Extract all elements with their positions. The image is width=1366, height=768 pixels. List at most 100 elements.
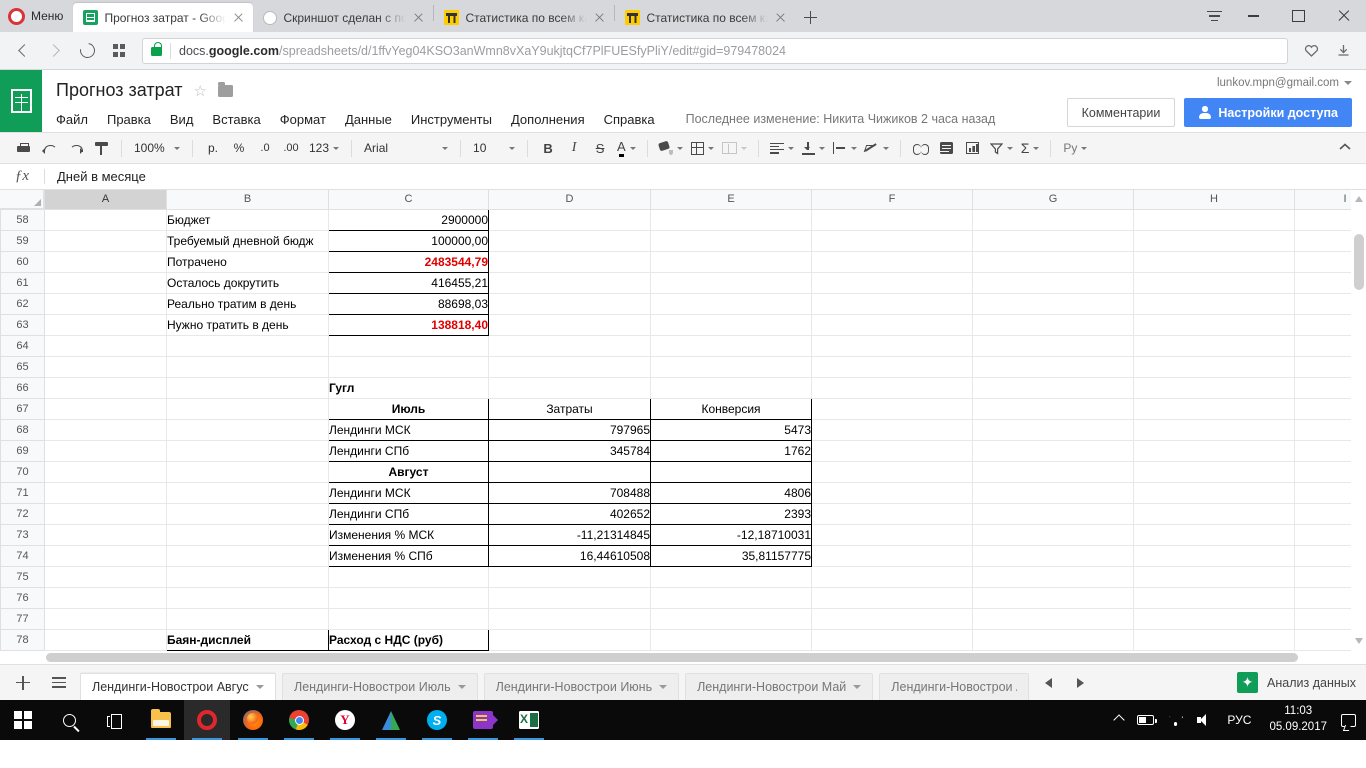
grid-cell[interactable]	[650, 251, 812, 273]
grid-cell[interactable]	[811, 419, 973, 441]
collapse-toolbar-button[interactable]	[1332, 135, 1358, 161]
grid-cell[interactable]: Осталось докрутить	[166, 272, 329, 294]
row-header[interactable]: 60	[0, 250, 45, 273]
sheet-tab-3[interactable]: Лендинги-Новострои Май	[685, 672, 874, 701]
grid-cell[interactable]: -11,21314845	[488, 523, 651, 546]
grid-cell[interactable]	[650, 566, 812, 588]
taskbar-adwords[interactable]	[368, 700, 414, 740]
grid-cell[interactable]: 416455,21	[328, 271, 489, 294]
grid-cell[interactable]	[811, 503, 973, 525]
grid-cell[interactable]	[488, 272, 651, 294]
grid-cell[interactable]	[166, 524, 329, 546]
grid-cell[interactable]	[1133, 209, 1295, 231]
scroll-sheets-right-button[interactable]	[1067, 668, 1093, 698]
grid-cell[interactable]	[1294, 440, 1366, 462]
grid-cell[interactable]	[44, 272, 167, 294]
grid-cell[interactable]	[488, 608, 651, 630]
grid-cell[interactable]	[811, 230, 973, 252]
column-header-E[interactable]: E	[650, 190, 812, 210]
grid-cell[interactable]	[166, 440, 329, 462]
grid-cell[interactable]	[44, 419, 167, 441]
grid-cell[interactable]: 5473	[650, 418, 812, 441]
grid-cell[interactable]	[488, 460, 651, 483]
new-tab-button[interactable]	[795, 3, 825, 32]
grid-cell[interactable]	[1294, 377, 1366, 399]
grid-cell[interactable]	[488, 314, 651, 336]
grid-cell[interactable]: 402652	[488, 502, 651, 525]
row-header[interactable]: 70	[0, 460, 45, 483]
explore-button[interactable]: Анализ данных	[1237, 672, 1356, 693]
comments-button[interactable]: Комментарии	[1066, 98, 1176, 127]
grid-cell[interactable]	[166, 545, 329, 567]
grid-cell[interactable]	[1133, 461, 1295, 483]
filter-button[interactable]	[986, 135, 1017, 161]
account-indicator[interactable]: lunkov.mpn@gmail.com	[1217, 77, 1352, 89]
speed-dial-button[interactable]	[104, 36, 134, 66]
row-header[interactable]: 59	[0, 229, 45, 252]
grid-cell[interactable]	[972, 440, 1134, 462]
row-header[interactable]: 61	[0, 271, 45, 294]
clock[interactable]: 11:03 05.09.2017	[1259, 704, 1337, 735]
grid-cell[interactable]	[1294, 398, 1366, 420]
grid-cell[interactable]	[1294, 209, 1366, 231]
sheet-tab-2[interactable]: Лендинги-Новострои Июнь	[483, 672, 680, 701]
spreadsheet-grid[interactable]: A B C D E F G H I 58 Бюджет 2900000 59 Требу…	[0, 190, 1366, 664]
grid-cell[interactable]	[44, 356, 167, 378]
grid-cell[interactable]	[44, 440, 167, 462]
grid-cell[interactable]	[328, 356, 489, 378]
vertical-align-button[interactable]	[798, 135, 829, 161]
row-header[interactable]: 74	[0, 544, 45, 567]
insert-chart-button[interactable]	[960, 135, 986, 161]
increase-decimal-button[interactable]: .00	[278, 135, 304, 161]
grid-cell[interactable]	[1294, 587, 1366, 609]
grid-cell[interactable]	[166, 398, 329, 420]
percent-format-button[interactable]: %	[226, 135, 252, 161]
grid-cell[interactable]	[972, 587, 1134, 609]
start-button[interactable]	[0, 700, 46, 740]
back-button[interactable]	[8, 36, 38, 66]
grid-cell[interactable]: Лендинги СПб	[328, 439, 489, 462]
row-header[interactable]: 75	[0, 565, 45, 588]
grid-cell[interactable]	[972, 356, 1134, 378]
grid-cell[interactable]: 2393	[650, 502, 812, 525]
grid-cell[interactable]	[1294, 230, 1366, 252]
grid-cell[interactable]: 35,81157775	[650, 544, 812, 567]
grid-cell[interactable]	[972, 230, 1134, 252]
grid-cell[interactable]: Изменения % МСК	[328, 523, 489, 546]
grid-cell[interactable]	[650, 335, 812, 357]
grid-cell[interactable]: Расход с НДС (руб)	[328, 628, 489, 651]
battery-status[interactable]	[1130, 715, 1161, 725]
grid-cell[interactable]	[811, 314, 973, 336]
grid-cell[interactable]	[972, 335, 1134, 357]
grid-cell[interactable]	[488, 251, 651, 273]
grid-cell[interactable]	[650, 293, 812, 315]
formula-input[interactable]: Дней в месяце	[57, 169, 146, 184]
grid-cell[interactable]: Лендинги СПб	[328, 502, 489, 525]
grid-cell[interactable]	[488, 209, 651, 231]
grid-cell[interactable]	[1294, 629, 1366, 651]
text-color-button[interactable]: A	[613, 135, 640, 161]
grid-cell[interactable]: 797965	[488, 418, 651, 441]
menu-file[interactable]: Файл	[56, 111, 88, 127]
grid-cell[interactable]	[1133, 230, 1295, 252]
search-button[interactable]	[46, 700, 92, 740]
grid-cell[interactable]: Июль	[328, 397, 489, 420]
forward-button[interactable]	[40, 36, 70, 66]
grid-cell[interactable]	[650, 230, 812, 252]
grid-cell[interactable]	[811, 272, 973, 294]
print-button[interactable]	[10, 135, 36, 161]
grid-cell[interactable]	[488, 377, 651, 399]
show-hidden-icons-button[interactable]	[1108, 714, 1130, 726]
menu-data[interactable]: Данные	[344, 111, 392, 127]
grid-cell[interactable]	[972, 566, 1134, 588]
grid-cell[interactable]	[1294, 272, 1366, 294]
redo-button[interactable]	[62, 135, 88, 161]
grid-cell[interactable]	[972, 503, 1134, 525]
grid-cell[interactable]	[650, 356, 812, 378]
grid-cell[interactable]: 1762	[650, 439, 812, 462]
grid-cell[interactable]	[972, 482, 1134, 504]
row-header[interactable]: 58	[0, 208, 45, 231]
grid-cell[interactable]	[811, 482, 973, 504]
grid-cell[interactable]	[1294, 545, 1366, 567]
grid-cell[interactable]: Изменения % СПб	[328, 544, 489, 567]
